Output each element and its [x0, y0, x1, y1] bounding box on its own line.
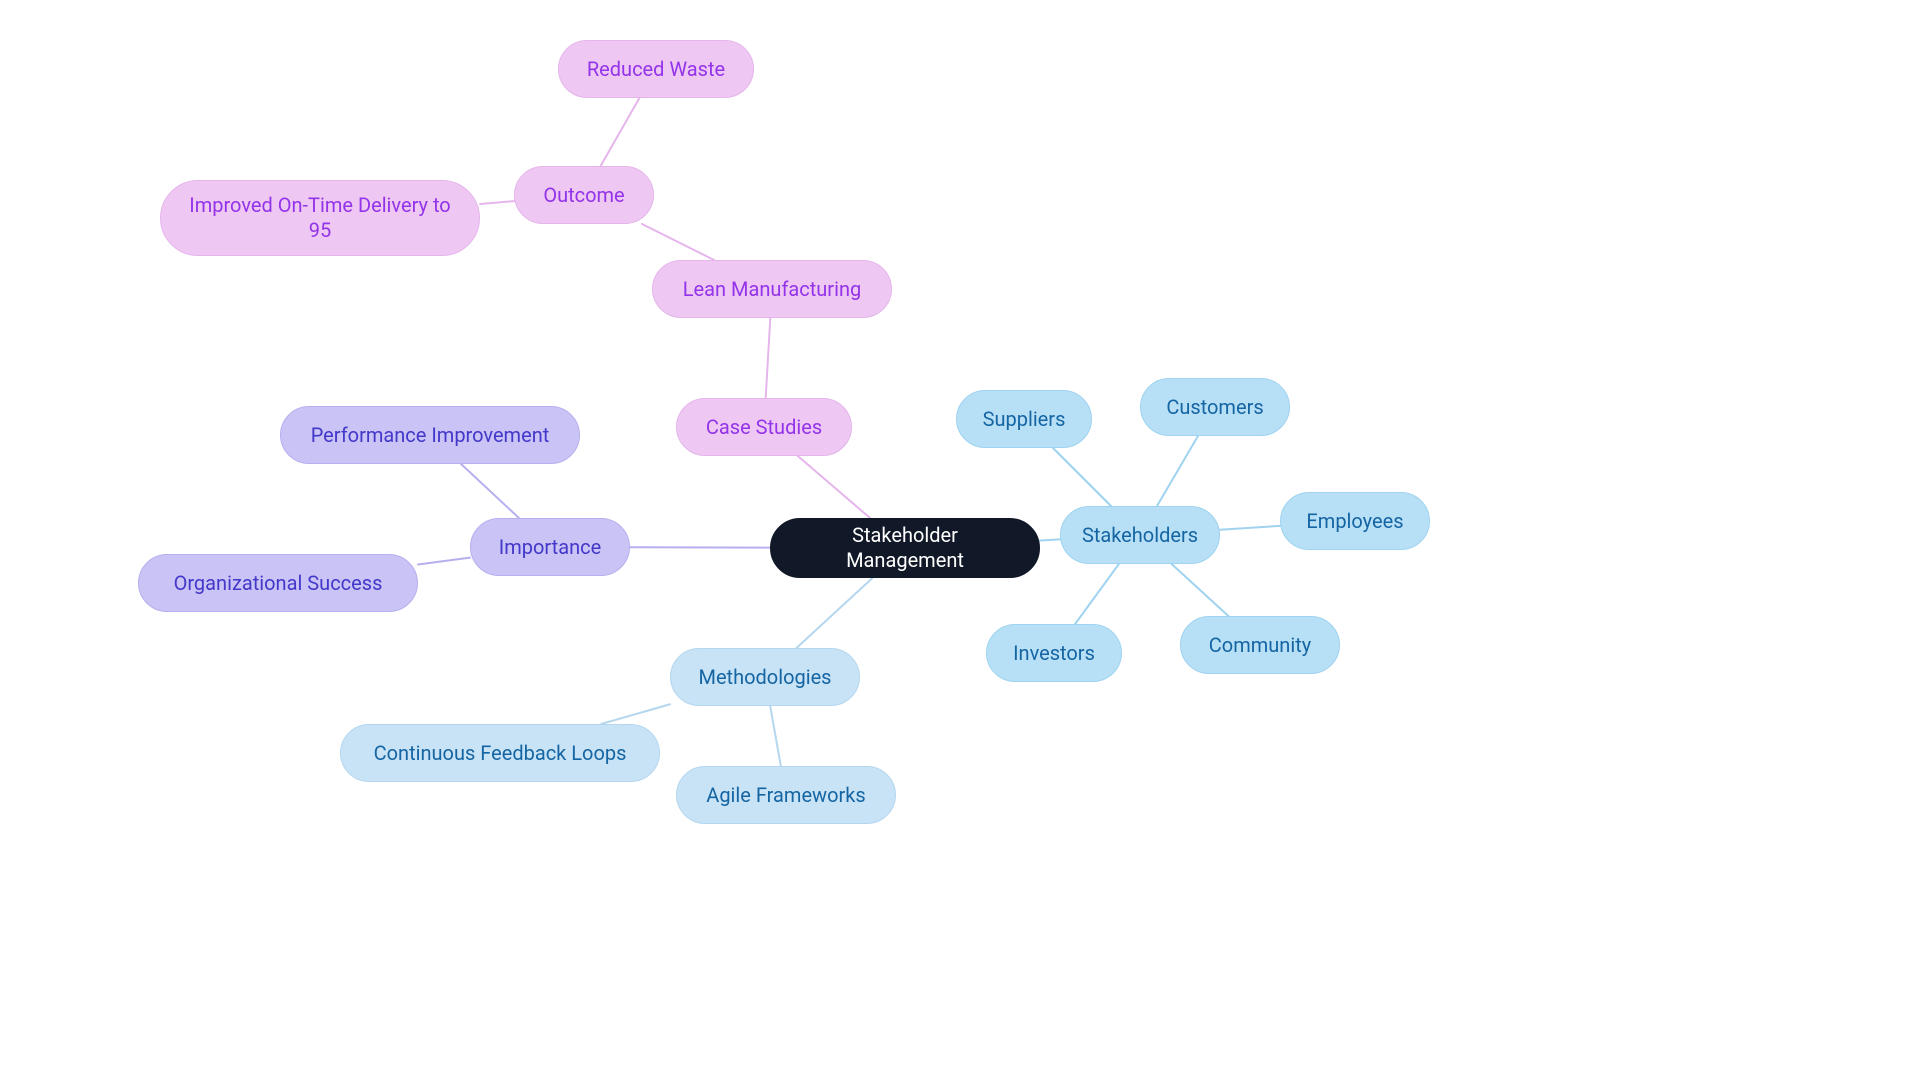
node-outcome[interactable]: Outcome: [514, 166, 654, 224]
node-root[interactable]: Stakeholder Management: [770, 518, 1040, 578]
node-lean[interactable]: Lean Manufacturing: [652, 260, 892, 318]
node-investors[interactable]: Investors: [986, 624, 1122, 682]
node-methods[interactable]: Methodologies: [670, 648, 860, 706]
edge-root-methods: [796, 578, 872, 648]
node-suppliers[interactable]: Suppliers: [956, 390, 1092, 448]
edge-stakeholders-investors: [1075, 564, 1119, 624]
edge-root-cases: [798, 456, 870, 518]
edge-outcome-waste: [601, 98, 640, 166]
node-agile[interactable]: Agile Frameworks: [676, 766, 896, 824]
node-stakeholders[interactable]: Stakeholders: [1060, 506, 1220, 564]
edge-stakeholders-employees: [1220, 526, 1280, 530]
node-cases[interactable]: Case Studies: [676, 398, 852, 456]
edge-stakeholders-community: [1172, 564, 1229, 616]
edge-cases-lean: [766, 318, 771, 398]
node-waste[interactable]: Reduced Waste: [558, 40, 754, 98]
node-orgsuccess[interactable]: Organizational Success: [138, 554, 418, 612]
edge-outcome-ontime: [480, 201, 514, 204]
node-customers[interactable]: Customers: [1140, 378, 1290, 436]
edge-methods-cfl: [601, 704, 670, 724]
node-perf[interactable]: Performance Improvement: [280, 406, 580, 464]
node-employees[interactable]: Employees: [1280, 492, 1430, 550]
node-importance[interactable]: Importance: [470, 518, 630, 576]
edge-importance-perf: [461, 464, 519, 518]
node-ontime[interactable]: Improved On-Time Delivery to 95: [160, 180, 480, 256]
node-cfl[interactable]: Continuous Feedback Loops: [340, 724, 660, 782]
edge-stakeholders-customers: [1157, 436, 1198, 506]
node-community[interactable]: Community: [1180, 616, 1340, 674]
edge-methods-agile: [770, 706, 781, 766]
edge-stakeholders-suppliers: [1053, 448, 1111, 506]
edge-lean-outcome: [642, 224, 714, 260]
edge-root-stakeholders: [1040, 539, 1060, 540]
edge-importance-orgsuccess: [418, 558, 470, 565]
